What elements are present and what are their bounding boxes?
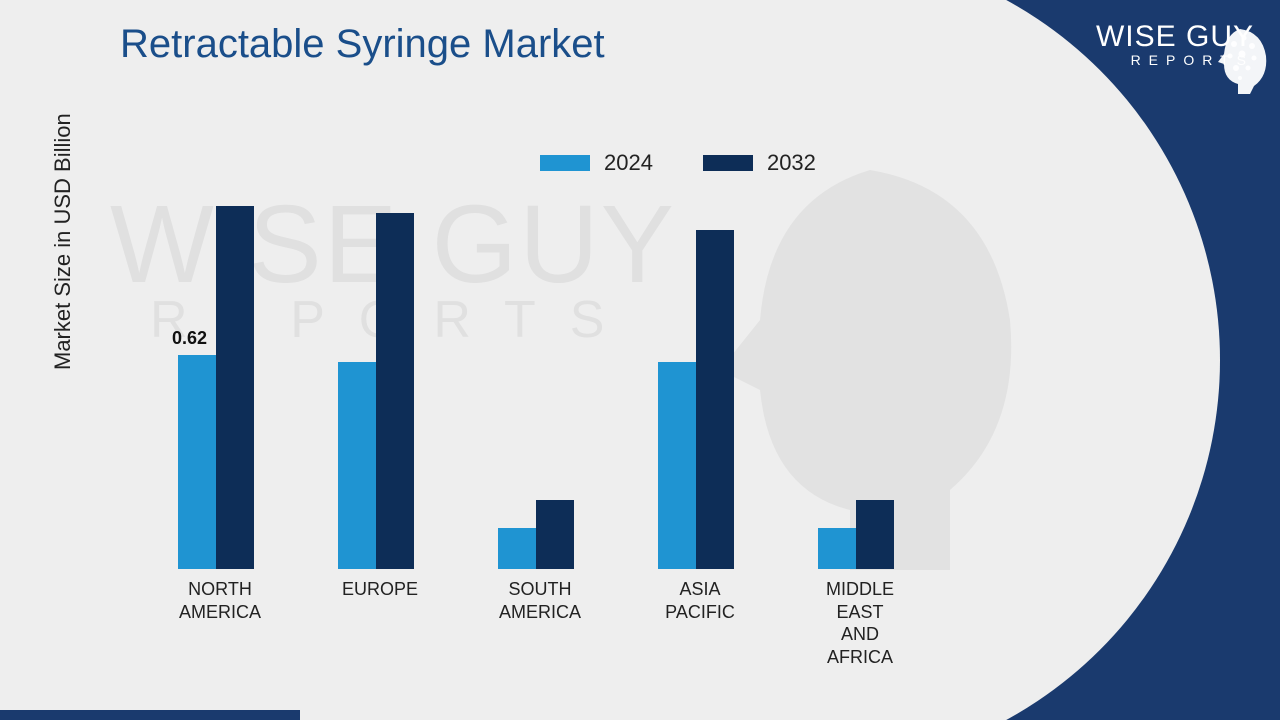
legend-label-2032: 2032 [767, 150, 816, 176]
bar-value-label: 0.62 [172, 328, 207, 349]
bar-2032 [216, 206, 254, 569]
chart-area: Market Size in USD Billion 2024 2032 0.6… [60, 150, 920, 690]
legend-swatch-2032 [703, 155, 753, 171]
bar-2024 [338, 362, 376, 569]
legend-swatch-2024 [540, 155, 590, 171]
bar-2024 [818, 528, 856, 569]
x-axis-category-label: EUROPE [310, 578, 450, 601]
page-root: WISE GUY REPORTS Retractable Syringe Mar… [0, 0, 1280, 720]
legend: 2024 2032 [540, 150, 816, 176]
x-axis-category-label: ASIAPACIFIC [630, 578, 770, 623]
x-axis-category-label: MIDDLEEASTANDAFRICA [790, 578, 930, 668]
bottom-accent-bar [0, 710, 300, 720]
bar-2032 [536, 500, 574, 569]
chart-title: Retractable Syringe Market [120, 22, 605, 67]
bar-2032 [856, 500, 894, 569]
brand-line1: WISE GUY [1096, 20, 1254, 54]
x-axis-category-label: SOUTHAMERICA [470, 578, 610, 623]
bar-2032 [376, 213, 414, 569]
bar-2024 [178, 355, 216, 569]
plot-region: 0.62 [130, 190, 920, 570]
brand-logo: WISE GUY REPORTS [1096, 20, 1254, 68]
legend-item-2024: 2024 [540, 150, 653, 176]
brand-word-2b: GUY [1186, 20, 1254, 53]
brand-line2: REPORTS [1096, 52, 1254, 68]
bar-2024 [498, 528, 536, 569]
bar-2032 [696, 230, 734, 569]
y-axis-label: Market Size in USD Billion [50, 113, 76, 370]
legend-item-2032: 2032 [703, 150, 816, 176]
bar-2024 [658, 362, 696, 569]
legend-label-2024: 2024 [604, 150, 653, 176]
x-axis-category-label: NORTHAMERICA [150, 578, 290, 623]
brand-word-1: WISE [1096, 20, 1177, 53]
brand-word-2 [1177, 20, 1186, 53]
